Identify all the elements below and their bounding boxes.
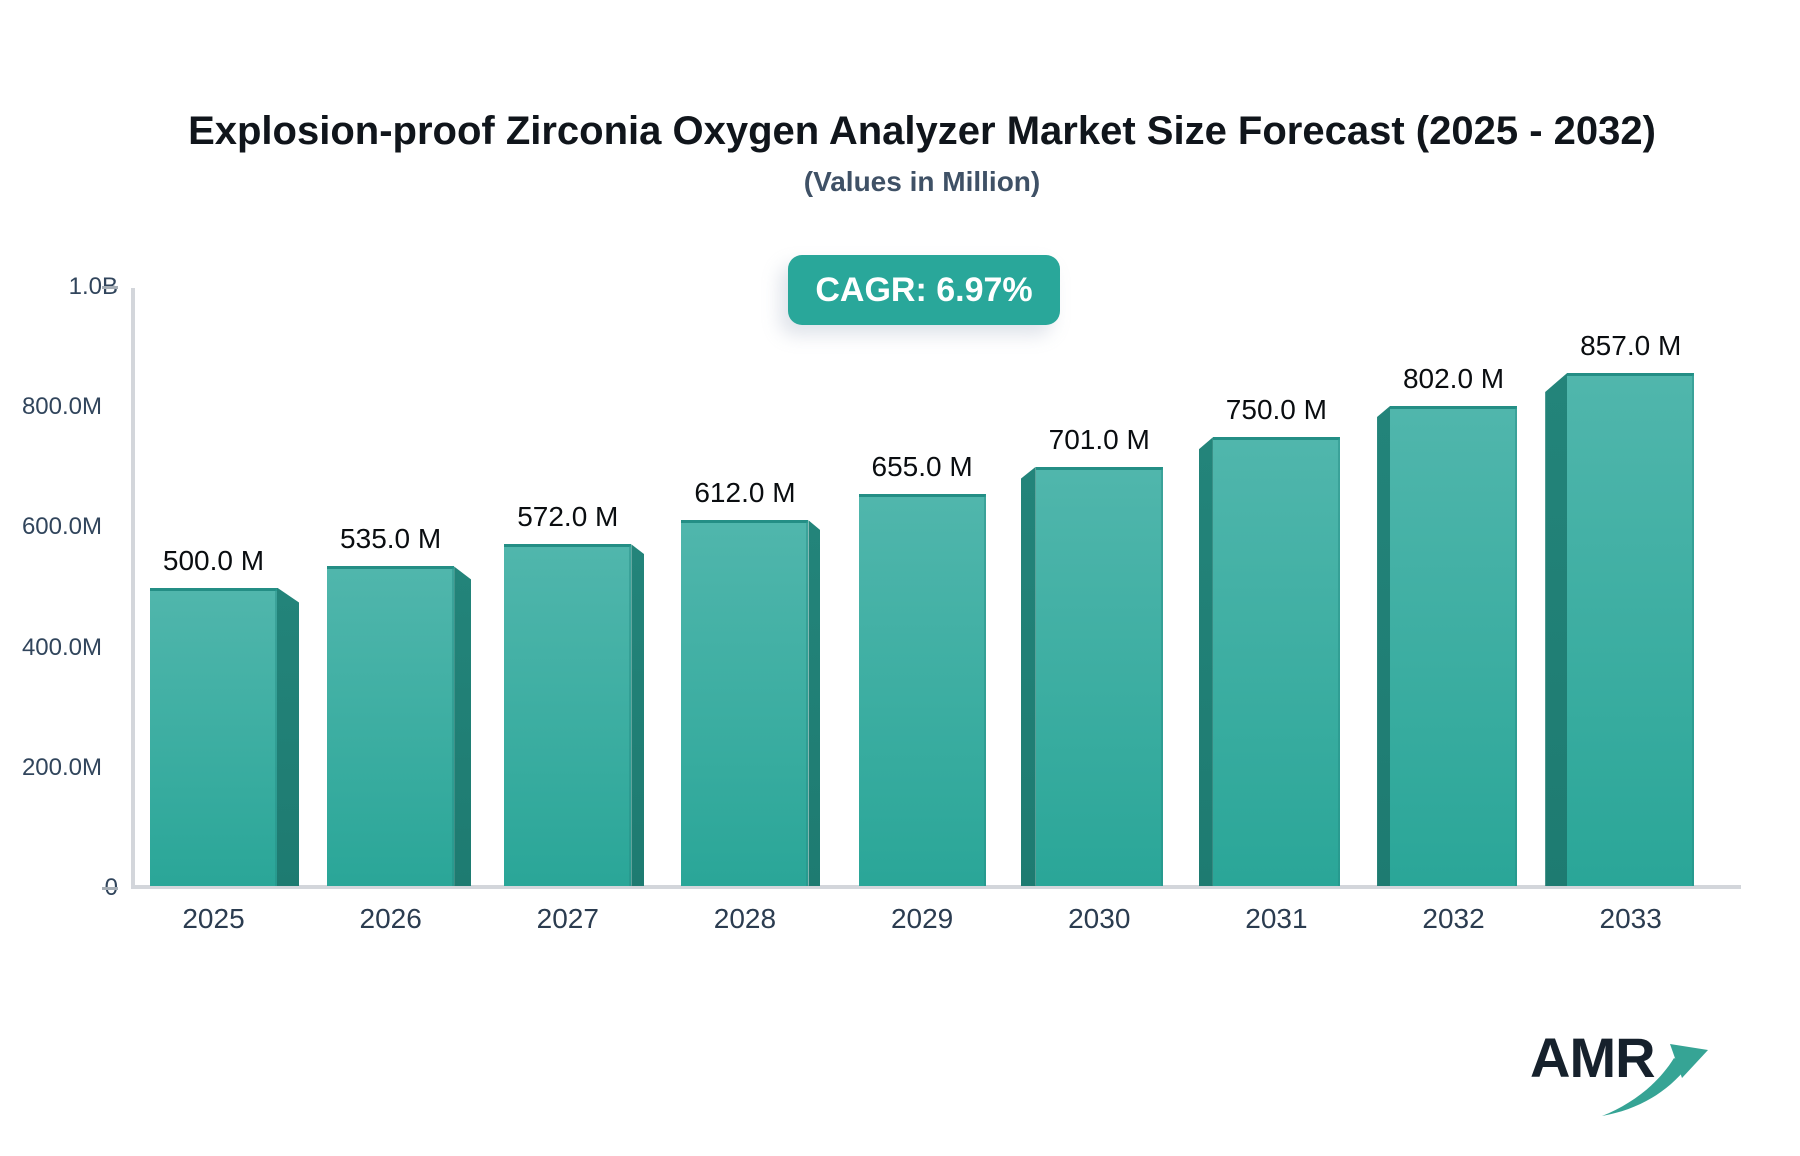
x-tick-label-2030: 2030 [1068, 903, 1131, 934]
y-tick-dash [102, 285, 118, 289]
bar-2025[interactable] [150, 587, 277, 886]
bar-side-face-2025[interactable] [277, 587, 299, 886]
chart-title: Explosion-proof Zirconia Oxygen Analyzer… [188, 109, 1656, 153]
x-tick-label-2027: 2027 [536, 903, 599, 934]
bar-value-label-2029: 655.0 M [871, 451, 973, 483]
x-tick-label-2029: 2029 [890, 903, 954, 934]
bar-2032[interactable] [1390, 405, 1518, 886]
bar-side-face-2026[interactable] [454, 566, 472, 886]
x-tick-label-2031: 2031 [1245, 903, 1308, 934]
bar-2029[interactable] [858, 494, 986, 886]
x-tick-label-2032: 2032 [1422, 903, 1485, 934]
bar-side-face-2033[interactable] [1545, 372, 1568, 886]
x-tick-label-2025: 2025 [182, 903, 245, 934]
bar-value-label-2025: 500.0 M [162, 544, 265, 576]
bar-2033[interactable] [1567, 372, 1695, 886]
x-tick-label-2026: 2026 [359, 903, 422, 934]
bar-value-label-2027: 572.0 M [517, 501, 619, 533]
x-axis-line [131, 885, 1741, 889]
y-tick-label-1.0B: 1.0B [68, 273, 118, 300]
y-tick-label-800.0M: 800.0M [21, 393, 102, 421]
bar-2026[interactable] [327, 566, 455, 886]
y-tick-label-0: 0 [0, 873, 118, 903]
bar-side-face-2028[interactable] [808, 520, 821, 886]
bar-side-face-2027[interactable] [631, 544, 645, 886]
bar-2028[interactable] [681, 520, 809, 886]
x-tick-label-2028: 2028 [713, 903, 777, 934]
bar-2030[interactable] [1035, 466, 1163, 886]
cagr-badge: CAGR: 6.97% [788, 255, 1060, 325]
bar-value-label-2032: 802.0 M [1402, 362, 1505, 394]
y-tick-dash [102, 886, 118, 890]
x-tick-label-2033: 2033 [1599, 903, 1662, 934]
bar-value-label-2030: 701.0 M [1048, 423, 1150, 455]
chart-subtitle: (Values in Million) [803, 166, 1041, 197]
bar-value-label-2028: 612.0 M [694, 477, 796, 509]
y-axis-line [131, 288, 135, 886]
amr-logo: AMR [1530, 1026, 1710, 1126]
growth-arrow-icon [1602, 1044, 1708, 1116]
bar-value-label-2033: 857.0 M [1580, 329, 1682, 361]
bar-value-label-2031: 750.0 M [1225, 394, 1327, 426]
bar-side-face-2032[interactable] [1377, 405, 1391, 886]
bar-2027[interactable] [504, 544, 632, 886]
bar-side-face-2031[interactable] [1198, 437, 1213, 886]
bar-side-face-2030[interactable] [1020, 466, 1036, 886]
bar-value-label-2026: 535.0 M [340, 523, 442, 555]
cagr-badge-label: CAGR: 6.97% [815, 270, 1033, 309]
y-tick-label-400.0M: 400.0M [21, 633, 102, 661]
y-tick-label-200.0M: 200.0M [21, 753, 102, 781]
bar-2031[interactable] [1212, 437, 1340, 886]
y-tick-label-600.0M: 600.0M [21, 513, 102, 541]
amr-logo-text: AMR [1530, 1026, 1656, 1089]
